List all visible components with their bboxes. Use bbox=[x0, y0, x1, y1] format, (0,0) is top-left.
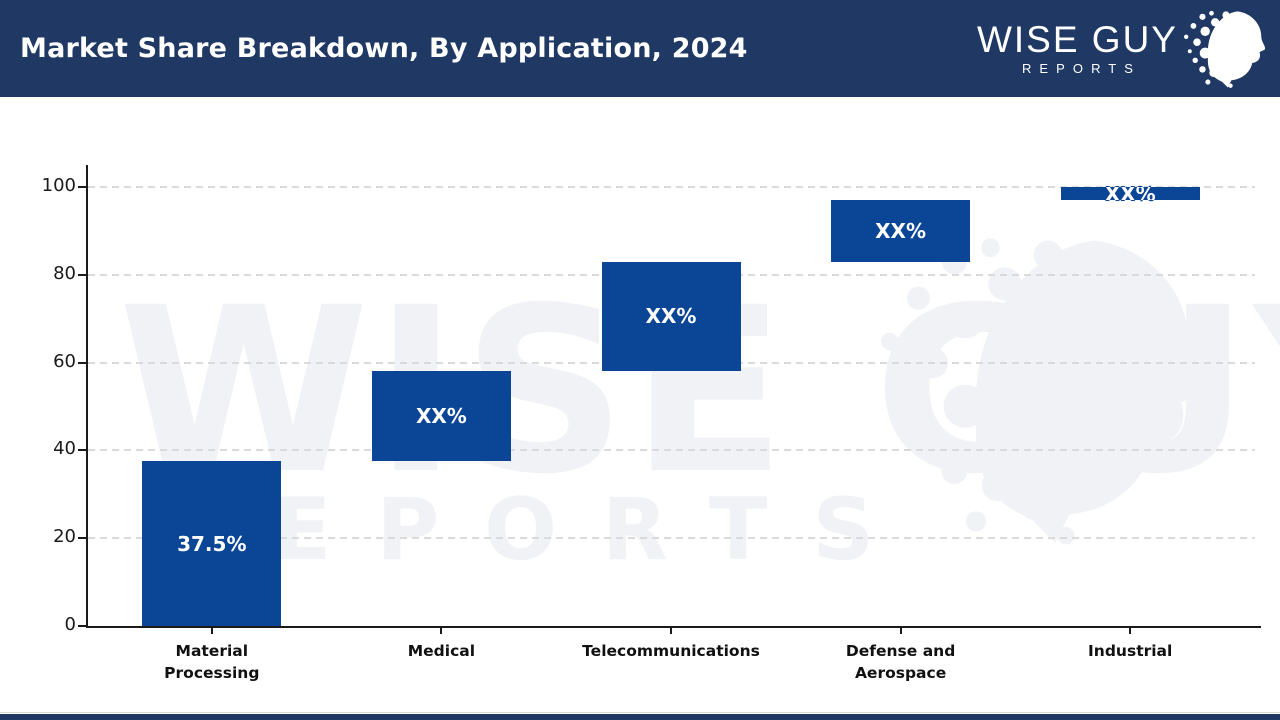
bar-value-label-material-processing: 37.5% bbox=[177, 531, 247, 556]
x-tick-label-defense-and-aerospace: Defense and Aerospace bbox=[845, 642, 956, 682]
chart-title: Market Share Breakdown, By Application, … bbox=[20, 33, 748, 64]
bar-value-label-telecommunications: XX% bbox=[645, 304, 697, 329]
x-axis-line bbox=[86, 626, 1261, 628]
bar-industrial: XX% bbox=[1060, 186, 1200, 201]
wise-guy-logo: WISE GUY REPORTS bbox=[977, 6, 1280, 92]
y-axis-line bbox=[86, 165, 88, 628]
bar-value-label-defense-and-aerospace: XX% bbox=[875, 218, 927, 243]
y-tick-label: 0 bbox=[64, 614, 76, 635]
logo-text: WISE GUY REPORTS bbox=[976, 18, 1178, 77]
bar-material-processing: 37.5% bbox=[142, 461, 282, 626]
x-tick-mark bbox=[899, 628, 902, 634]
y-tick-label: 20 bbox=[53, 526, 76, 548]
y-tick-label: 60 bbox=[53, 350, 76, 372]
header-banner: Market Share Breakdown, By Application, … bbox=[0, 0, 1280, 97]
bar-medical: XX% bbox=[371, 371, 511, 462]
x-tick-mark bbox=[1129, 628, 1132, 634]
y-tick-mark bbox=[78, 273, 86, 276]
x-tick-mark bbox=[670, 628, 672, 634]
y-tick-label: 40 bbox=[53, 438, 76, 460]
logo-face-icon bbox=[1183, 10, 1266, 88]
x-tick-mark bbox=[210, 628, 213, 634]
bar-value-label-industrial: XX% bbox=[1104, 186, 1156, 201]
y-tick-label: 80 bbox=[53, 262, 76, 284]
logo-subtitle: REPORTS bbox=[1021, 61, 1142, 77]
x-tick-label-material-processing: Material Processing bbox=[164, 642, 260, 682]
y-tick-label: 100 bbox=[41, 174, 76, 196]
gridline bbox=[88, 537, 1255, 540]
gridline bbox=[88, 185, 1255, 188]
x-tick-mark bbox=[440, 628, 443, 634]
footer-accent-bar bbox=[0, 714, 1280, 720]
gridline bbox=[88, 449, 1255, 452]
y-tick-mark bbox=[78, 625, 86, 627]
x-tick-label-telecommunications: Telecommunications bbox=[582, 642, 760, 660]
x-tick-label-industrial: Industrial bbox=[1088, 642, 1173, 660]
y-tick-mark bbox=[78, 185, 86, 188]
plot-area: 37.5%37.5%XX%XX%XX%XX%XX%XX%XX%XX% bbox=[88, 165, 1255, 626]
chart-area: WISE GUY REPORTS 37.5%37.5%XX%XX%XX%XX%X… bbox=[0, 97, 1280, 713]
logo-wordmark: WISE GUY bbox=[976, 18, 1178, 60]
y-tick-mark bbox=[78, 449, 86, 452]
x-tick-label-medical: Medical bbox=[407, 642, 476, 660]
bar-telecommunications: XX% bbox=[601, 261, 741, 372]
footer-hairline bbox=[0, 712, 1280, 713]
bar-value-label-medical: XX% bbox=[415, 404, 467, 429]
y-tick-mark bbox=[78, 361, 86, 364]
bar-defense-and-aerospace: XX% bbox=[831, 200, 971, 262]
y-tick-mark bbox=[78, 537, 86, 540]
